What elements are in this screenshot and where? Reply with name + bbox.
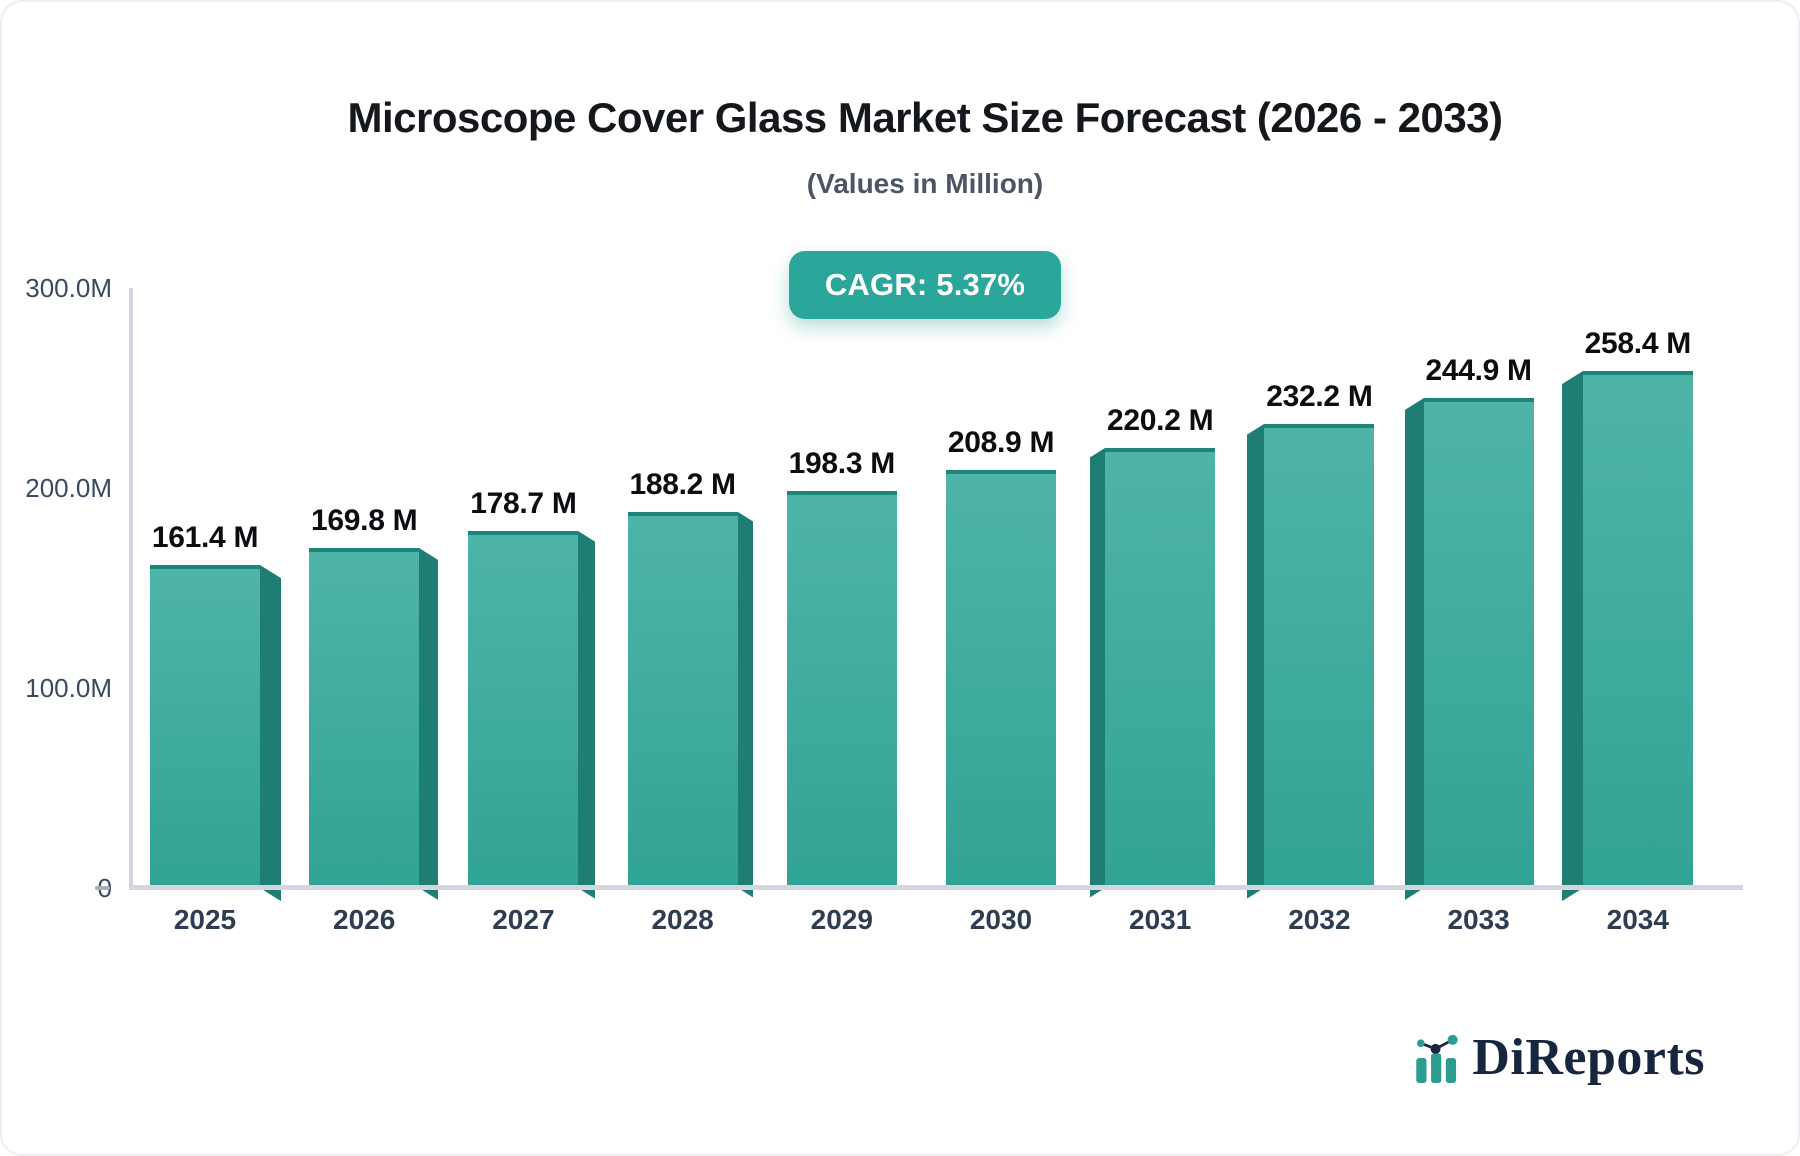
y-axis-label: 300.0M — [25, 273, 112, 303]
bar-value-label: 198.3 M — [788, 447, 896, 481]
bar-side-face — [1561, 371, 1583, 902]
bar — [786, 491, 897, 888]
x-axis-label: 2030 — [969, 904, 1033, 935]
bar-value-label: 169.8 M — [311, 504, 418, 538]
y-axis-line — [129, 288, 133, 888]
bar-side-face — [1247, 423, 1265, 899]
direports-logo-icon — [1416, 1034, 1458, 1083]
bar — [1105, 447, 1216, 888]
bar — [946, 470, 1056, 888]
bar-value-label: 188.2 M — [629, 467, 736, 501]
chart-title: Microscope Cover Glass Market Size Forec… — [347, 94, 1503, 141]
bar-side-face — [1090, 447, 1106, 898]
x-axis-label: 2028 — [651, 904, 714, 935]
bar — [1264, 423, 1375, 888]
bar-value-label: 244.9 M — [1425, 354, 1532, 388]
bar-value-label: 161.4 M — [151, 521, 259, 555]
x-axis-label: 2029 — [810, 904, 873, 935]
cagr-badge-row: CAGR: 5.37% — [0, 251, 1800, 319]
direports-logo: DiReports — [1416, 1028, 1705, 1087]
x-axis-label: 2032 — [1288, 904, 1351, 935]
bar-side-face — [1404, 398, 1424, 900]
bar-side-face — [260, 565, 281, 902]
y-axis-label: 100.0M — [25, 673, 112, 703]
x-axis-label: 2025 — [173, 904, 237, 935]
bar — [468, 530, 579, 888]
chart-subtitle: (Values in Million) — [806, 168, 1044, 199]
bar-value-label: 232.2 M — [1266, 379, 1373, 413]
bar-side-face — [737, 511, 753, 898]
bar — [1423, 398, 1534, 888]
bar-value-label: 208.9 M — [947, 426, 1055, 460]
bar-side-face — [419, 548, 439, 900]
bar-side-face — [578, 530, 596, 899]
x-axis-label: 2034 — [1606, 904, 1669, 935]
bar-value-label: 220.2 M — [1107, 403, 1214, 437]
x-axis-label: 2033 — [1447, 904, 1510, 935]
x-axis-label: 2026 — [333, 904, 396, 935]
bar-value-label: 258.4 M — [1584, 327, 1692, 361]
x-axis-label: 2027 — [492, 904, 555, 935]
bar — [1582, 371, 1693, 888]
bar-value-label: 178.7 M — [470, 486, 577, 520]
x-axis-label: 2031 — [1129, 904, 1192, 935]
cagr-badge: CAGR: 5.37% — [788, 251, 1062, 319]
y-axis-label: 200.0M — [25, 473, 112, 503]
bar — [627, 511, 738, 888]
zero-tick-dash — [95, 886, 110, 890]
x-axis-baseline — [129, 885, 1743, 890]
bar — [309, 548, 420, 888]
bar — [150, 565, 260, 888]
direports-logo-text: DiReports — [1472, 1029, 1705, 1086]
